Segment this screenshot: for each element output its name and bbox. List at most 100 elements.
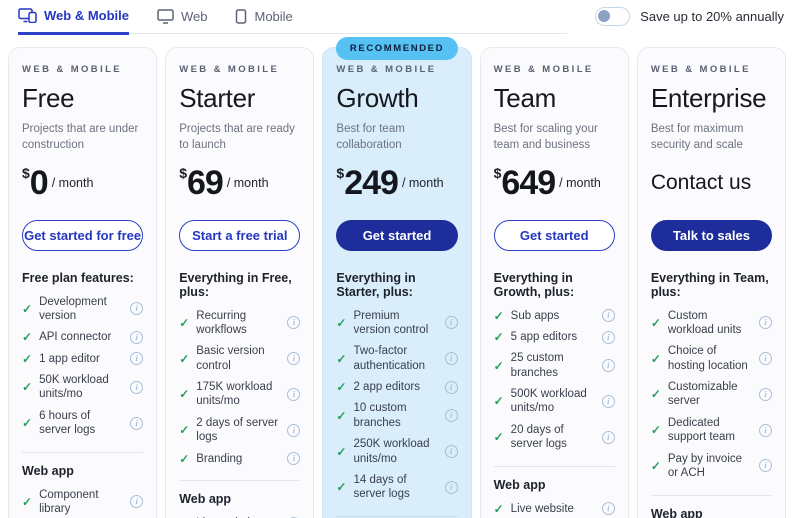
check-icon: ✓ bbox=[650, 387, 661, 402]
info-icon[interactable]: i bbox=[444, 380, 458, 394]
info-icon[interactable]: i bbox=[444, 316, 458, 330]
feature-label: 2 app editors bbox=[353, 381, 420, 393]
feature-row: ✓ Premium version control i bbox=[336, 305, 458, 341]
info-icon[interactable]: i bbox=[130, 302, 144, 316]
info-icon[interactable]: i bbox=[601, 430, 615, 444]
plan-description: Best for team collaboration bbox=[336, 123, 405, 152]
cta-get-started-button[interactable]: Get started bbox=[336, 220, 458, 251]
cta-start-free-trial-button[interactable]: Start a free trial bbox=[179, 220, 301, 251]
feature-label: 6 hours of server logs bbox=[39, 409, 96, 437]
feature-label: 20 days of server logs bbox=[510, 423, 567, 451]
feature-list: ✓ Custom workload units i ✓ Choice of ho… bbox=[650, 305, 773, 484]
feature-list: ✓ Recurring workflows i ✓ Basic version … bbox=[179, 305, 301, 469]
plan-eyebrow: WEB & MOBILE bbox=[336, 64, 437, 75]
price-period: / month bbox=[401, 176, 444, 190]
feature-label: Pay by invoice or ACH bbox=[667, 452, 743, 479]
tab-label: Web bbox=[180, 9, 208, 24]
currency-symbol: $ bbox=[22, 165, 30, 181]
info-icon[interactable]: i bbox=[444, 480, 458, 494]
info-icon[interactable]: i bbox=[444, 409, 458, 423]
check-icon: ✓ bbox=[22, 416, 33, 431]
feature-label: Sub apps bbox=[510, 309, 560, 322]
currency-symbol: $ bbox=[336, 165, 345, 181]
plan-eyebrow: WEB & MOBILE bbox=[22, 64, 123, 75]
divider bbox=[493, 466, 615, 467]
check-icon: ✓ bbox=[493, 358, 504, 373]
check-icon: ✓ bbox=[493, 430, 504, 445]
feature-label: 14 days of server logs bbox=[353, 473, 410, 501]
info-icon[interactable]: i bbox=[287, 452, 301, 466]
feature-row: ✓ Recurring workflows i bbox=[179, 305, 301, 341]
cta-talk-to-sales-button[interactable]: Talk to sales bbox=[650, 220, 773, 251]
feature-row: ✓ Component library i bbox=[22, 484, 144, 518]
info-icon[interactable]: i bbox=[759, 352, 773, 366]
check-icon: ✓ bbox=[493, 308, 504, 323]
feature-label: 25 custom branches bbox=[510, 352, 564, 379]
feature-row: ✓ Customizable server i bbox=[650, 377, 773, 413]
info-icon[interactable]: i bbox=[287, 387, 301, 401]
info-icon[interactable]: i bbox=[130, 495, 144, 509]
web-icon bbox=[157, 9, 174, 24]
info-icon[interactable]: i bbox=[130, 416, 144, 430]
info-icon[interactable]: i bbox=[287, 316, 301, 330]
contact-us-price: Contact us bbox=[650, 171, 752, 194]
plan-price: $ 649 / month bbox=[494, 162, 615, 204]
feature-label: API connector bbox=[39, 331, 112, 344]
feature-label: Component library bbox=[39, 488, 99, 515]
info-icon[interactable]: i bbox=[759, 316, 773, 330]
info-icon[interactable]: i bbox=[287, 352, 301, 366]
tab-mobile[interactable]: Mobile bbox=[235, 9, 293, 33]
feature-label: Customizable server bbox=[667, 381, 738, 408]
tab-web[interactable]: Web bbox=[157, 9, 208, 33]
info-icon[interactable]: i bbox=[130, 380, 144, 394]
feature-list: ✓ Premium version control i ✓ Two-factor… bbox=[336, 305, 458, 505]
cta-get-started-free-button[interactable]: Get started for free bbox=[22, 220, 144, 251]
info-icon[interactable]: i bbox=[759, 459, 773, 473]
annual-toggle[interactable] bbox=[595, 7, 631, 26]
check-icon: ✓ bbox=[493, 501, 504, 516]
feature-label: Dedicated support team bbox=[667, 416, 735, 444]
price-amount: 649 bbox=[501, 164, 556, 202]
tab-web-and-mobile[interactable]: Web & Mobile bbox=[18, 8, 129, 35]
info-icon[interactable]: i bbox=[759, 387, 773, 401]
feature-label: 10 custom branches bbox=[353, 402, 407, 429]
check-icon: ✓ bbox=[179, 351, 190, 366]
plan-price: $ 69 / month bbox=[179, 162, 300, 204]
check-icon: ✓ bbox=[179, 387, 190, 402]
info-icon[interactable]: i bbox=[601, 359, 615, 373]
feature-row: ✓ 6 hours of server logs i bbox=[22, 405, 144, 441]
check-icon: ✓ bbox=[650, 423, 661, 438]
check-icon: ✓ bbox=[179, 315, 190, 330]
web-app-heading: Web app bbox=[22, 464, 74, 478]
info-icon[interactable]: i bbox=[601, 502, 615, 516]
feature-label: 2 days of server logs bbox=[196, 416, 279, 444]
cta-get-started-button[interactable]: Get started bbox=[493, 220, 615, 251]
info-icon[interactable]: i bbox=[601, 330, 615, 344]
price-amount: 249 bbox=[344, 164, 399, 202]
web-app-heading: Web app bbox=[179, 492, 232, 507]
info-icon[interactable]: i bbox=[130, 330, 144, 344]
plan-card-team: WEB & MOBILE Team Best for scaling your … bbox=[479, 47, 629, 518]
feature-row: ✓ 50K workload units/mo i bbox=[22, 370, 144, 406]
feature-row: ✓ Development version i bbox=[22, 291, 144, 327]
info-icon[interactable]: i bbox=[287, 423, 301, 437]
plan-price: $ 0 / month bbox=[22, 162, 143, 204]
info-icon[interactable]: i bbox=[444, 445, 458, 458]
info-icon[interactable]: i bbox=[130, 352, 144, 366]
plan-price: $ 249 / month bbox=[336, 162, 457, 204]
info-icon[interactable]: i bbox=[601, 309, 615, 323]
pricing-cards: WEB & MOBILE Free Projects that are unde… bbox=[0, 34, 800, 518]
features-heading: Free plan features: bbox=[22, 271, 134, 285]
info-icon[interactable]: i bbox=[759, 423, 773, 437]
feature-row: ✓ 25 custom branches i bbox=[494, 348, 615, 384]
feature-label: 500K workload units/mo bbox=[510, 388, 587, 415]
feature-label: Two-factor authentication bbox=[353, 345, 426, 372]
feature-row: ✓ Basic version control i bbox=[179, 341, 301, 377]
info-icon[interactable]: i bbox=[601, 394, 615, 408]
web-app-list: ✓ Live website i ✓ Custom domain i bbox=[494, 498, 615, 518]
divider bbox=[22, 452, 144, 453]
info-icon[interactable]: i bbox=[444, 352, 458, 366]
check-icon: ✓ bbox=[493, 330, 504, 345]
feature-label: 5 app editors bbox=[510, 330, 578, 343]
